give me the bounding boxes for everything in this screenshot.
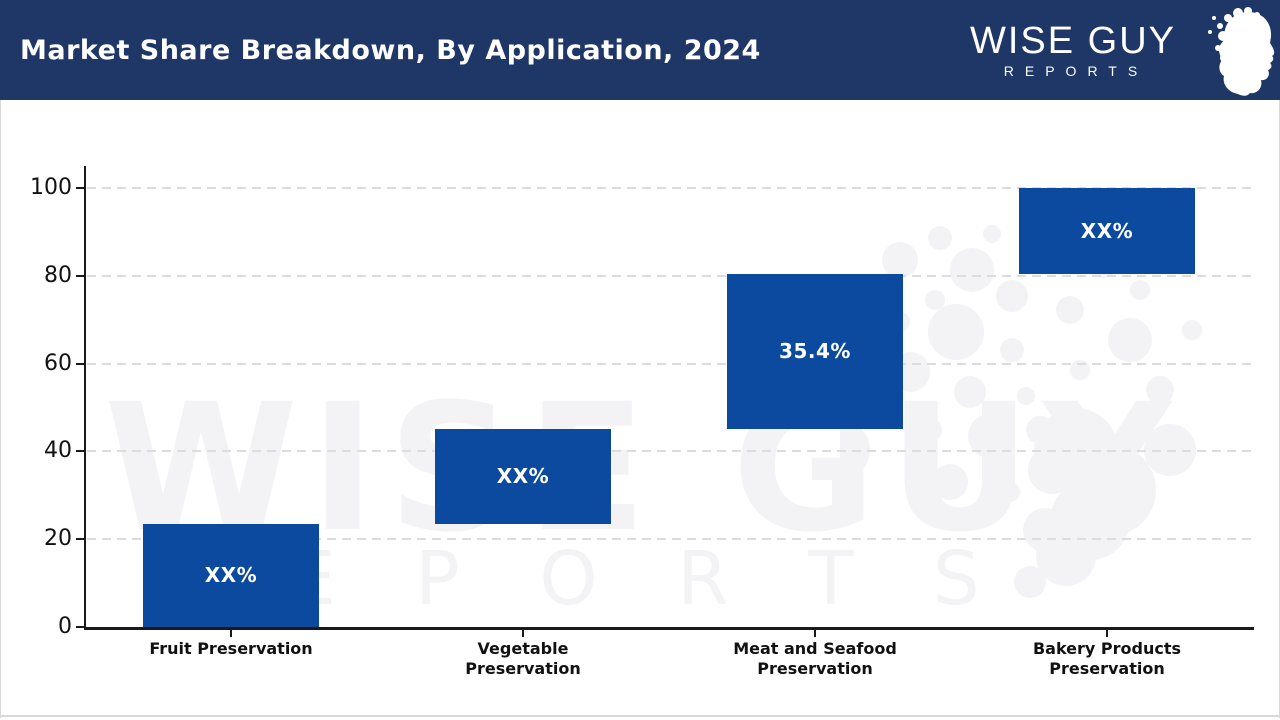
header: Market Share Breakdown, By Application, … [0, 0, 1280, 100]
x-tick [522, 630, 524, 637]
gridline-40 [87, 450, 1253, 453]
y-tick-label: 80 [44, 262, 72, 288]
y-tick-label: 0 [58, 614, 72, 639]
bar-segment: XX% [435, 429, 611, 524]
y-tick-100 [76, 187, 84, 189]
logo-subtitle: REPORTS [1003, 62, 1149, 79]
x-tick [814, 630, 816, 637]
bar-value-label: XX% [496, 464, 550, 489]
bar-value-label: XX% [1080, 218, 1134, 243]
logo-wordmark: WISE GUY [969, 19, 1176, 62]
y-tick-0 [76, 626, 84, 628]
gridline-20 [87, 538, 1253, 541]
y-tick-label: 100 [30, 175, 72, 200]
bar-value-label: 35.4% [779, 339, 851, 364]
y-tick-20 [76, 538, 84, 541]
category-label: Vegetable Preservation [465, 639, 581, 678]
category-label: Bakery Products Preservation [1032, 639, 1182, 678]
logo-text: WISE GUY REPORTS [970, 22, 1176, 79]
y-tick-60 [76, 362, 84, 365]
y-tick-label: 20 [44, 526, 72, 552]
gridline-100 [87, 187, 1253, 189]
y-axis-line [84, 166, 86, 629]
y-tick-label: 40 [44, 438, 72, 464]
y-tick-40 [76, 450, 84, 453]
bar-segment: XX% [143, 523, 319, 627]
category-label: Meat and Seafood Preservation [733, 639, 897, 678]
bottom-divider [0, 715, 1280, 717]
bar-segment: 35.4% [727, 273, 903, 429]
page-title: Market Share Breakdown, By Application, … [20, 34, 761, 66]
y-tick-label: 60 [44, 350, 72, 376]
logo-face-icon [1208, 7, 1275, 96]
brand-logo: WISE GUY REPORTS [970, 0, 1280, 100]
left-border [0, 100, 1, 718]
bar-value-label: XX% [204, 563, 258, 588]
bar-segment: XX% [1019, 188, 1195, 274]
x-tick [1106, 630, 1108, 637]
category-label: Fruit Preservation [149, 639, 313, 658]
y-tick-80 [76, 274, 84, 277]
gridline-80 [87, 274, 1253, 277]
x-tick [230, 630, 232, 637]
x-axis-line [84, 627, 1254, 630]
gridline-60 [87, 362, 1253, 365]
